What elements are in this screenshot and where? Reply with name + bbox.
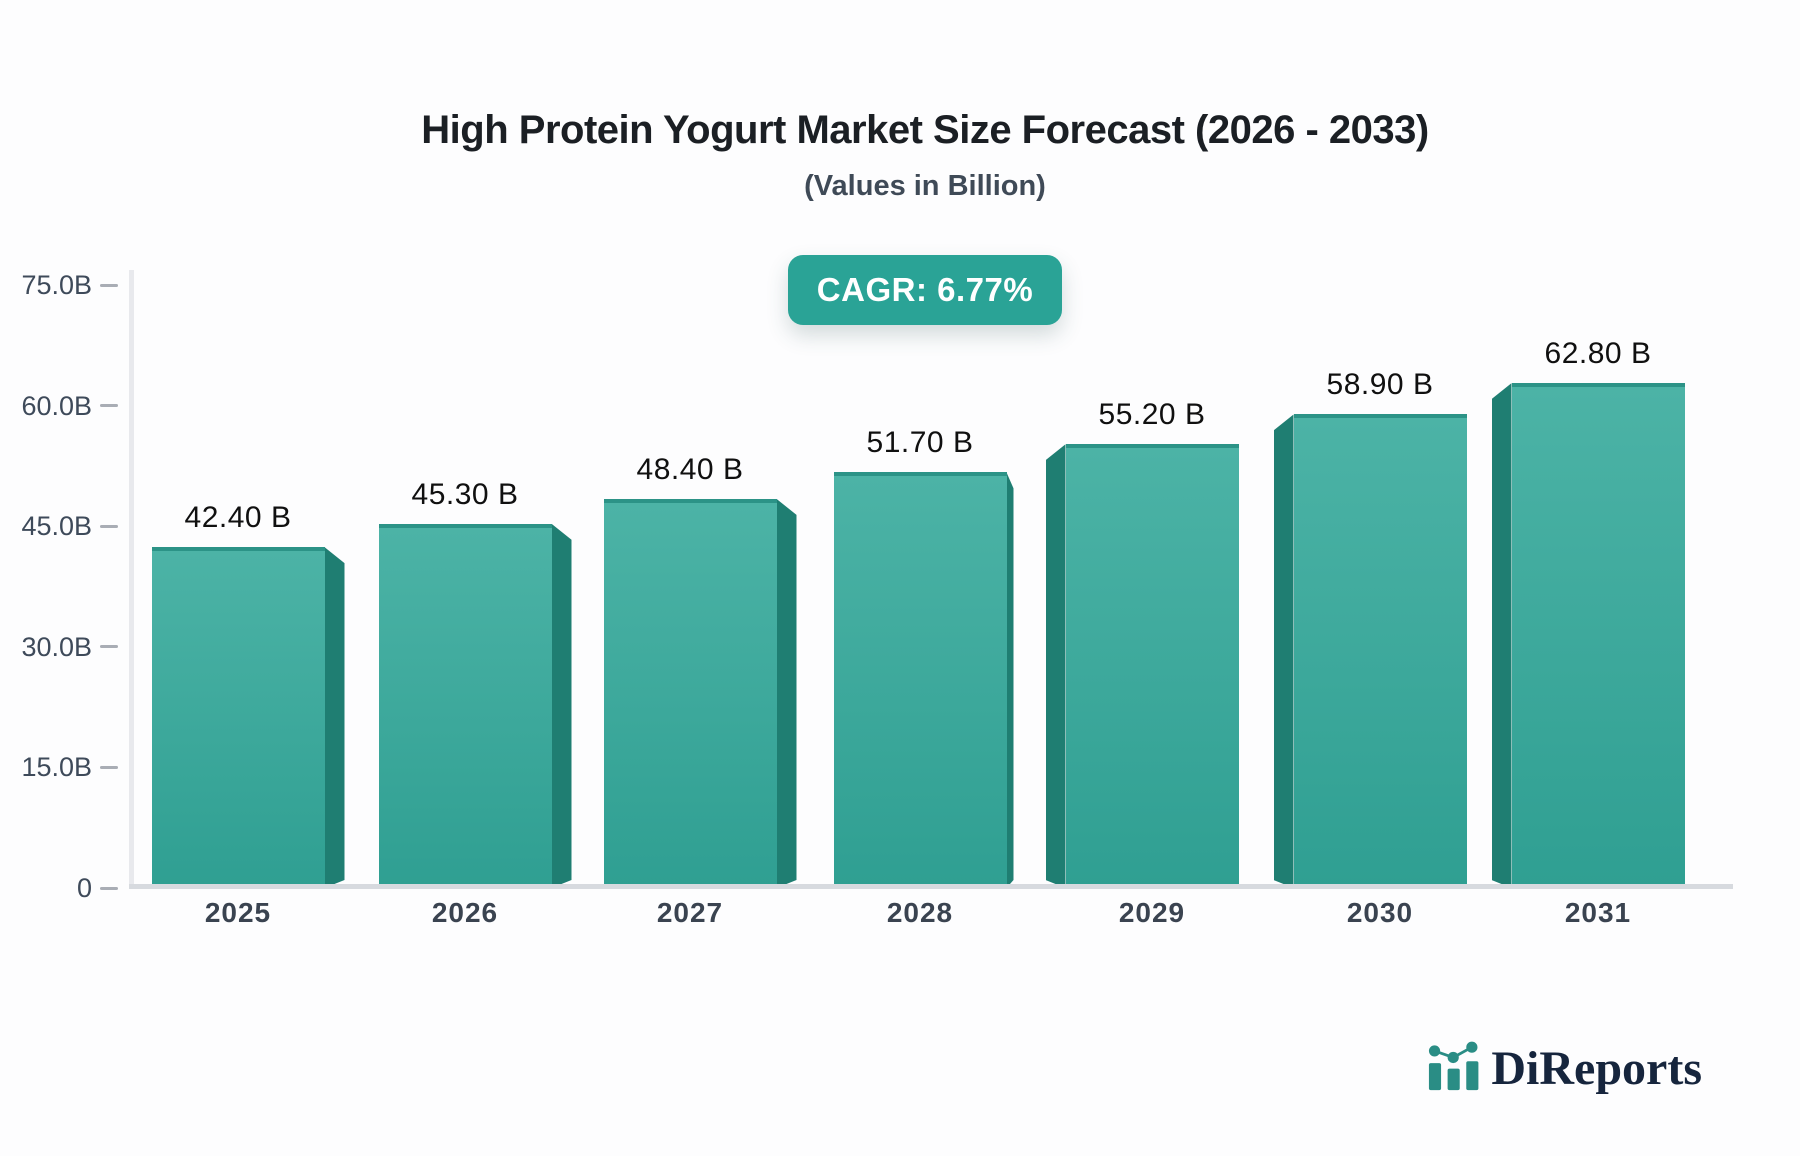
chart-title: High Protein Yogurt Market Size Forecast… — [421, 108, 1429, 152]
bar-value-label: 48.40 B — [636, 452, 744, 486]
bar-face — [833, 472, 1007, 888]
y-tick-dash — [100, 886, 118, 890]
y-tick-dash — [100, 524, 118, 528]
x-tick-label: 2027 — [656, 897, 724, 928]
bar-face — [151, 547, 325, 888]
cagr-badge: CAGR: 6.77% — [788, 255, 1062, 325]
bar-side — [1046, 444, 1066, 888]
y-axis-line — [129, 270, 134, 888]
y-tick-label: 75.0B — [21, 270, 92, 300]
bar-face — [603, 498, 777, 888]
bar-value-label: 42.40 B — [184, 501, 292, 535]
y-tick-dash — [100, 283, 118, 287]
bar-side — [1007, 472, 1014, 888]
y-tick-dash — [100, 765, 118, 769]
bar-face — [1065, 444, 1239, 888]
x-axis-baseline — [129, 884, 1733, 889]
bar-value-label: 51.70 B — [866, 426, 974, 460]
bar-side — [325, 547, 345, 888]
bar-value-label: 62.80 B — [1544, 337, 1652, 371]
x-tick-label: 2030 — [1346, 897, 1414, 928]
bar-side — [1274, 414, 1294, 888]
logo-text: DiReports — [1491, 1042, 1702, 1096]
x-tick-label: 2029 — [1118, 897, 1186, 928]
bar-face — [1511, 383, 1685, 888]
chart-subtitle: (Values in Billion) — [804, 170, 1046, 202]
y-tick-dash — [100, 404, 118, 408]
bar-face — [1293, 414, 1467, 888]
y-tick-label: 0 — [76, 873, 92, 903]
x-tick-label: 2028 — [886, 897, 954, 928]
x-tick-label: 2031 — [1564, 897, 1632, 928]
bar-side — [552, 524, 572, 888]
x-tick-label: 2025 — [204, 897, 272, 928]
y-tick-label: 45.0B — [21, 511, 92, 542]
bar-value-label: 55.20 B — [1098, 398, 1206, 432]
bar-value-label: 58.90 B — [1326, 368, 1434, 402]
bar-face — [378, 523, 552, 888]
bar-side — [1492, 383, 1512, 888]
y-tick-label: 60.0B — [21, 390, 92, 421]
x-tick-label: 2026 — [431, 897, 499, 928]
bar-chart-logo-icon — [1429, 1041, 1479, 1091]
bar-value-label: 45.30 B — [411, 477, 519, 511]
direports-logo: DiReports — [1428, 1036, 1702, 1096]
cagr-badge-label: CAGR: 6.77% — [816, 271, 1034, 308]
bar-side — [777, 499, 797, 888]
y-tick-label: 15.0B — [21, 752, 92, 783]
y-tick-dash — [100, 645, 118, 649]
y-tick-label: 30.0B — [21, 631, 92, 662]
